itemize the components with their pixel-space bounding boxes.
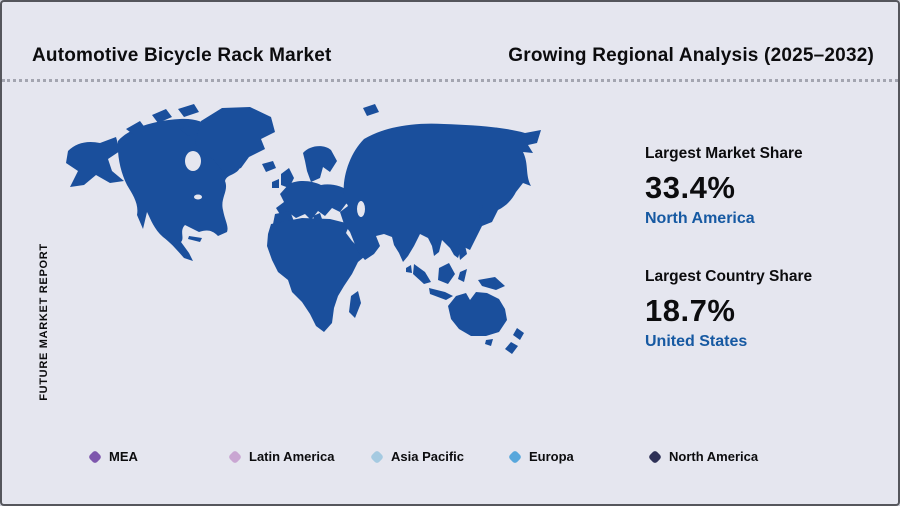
stats-panel: Largest Market Share 33.4% North America… xyxy=(645,145,885,351)
page-title: Automotive Bicycle Rack Market xyxy=(32,45,332,66)
legend-item-mea: MEA xyxy=(87,449,138,464)
legend-label: MEA xyxy=(109,449,138,464)
legend-label: Asia Pacific xyxy=(391,449,464,464)
caspian-sea-water xyxy=(357,201,365,217)
stat-region: United States xyxy=(645,333,748,350)
legend-item-latin-america: Latin America xyxy=(227,449,335,464)
hudson-bay-water xyxy=(185,151,201,171)
stat-region: North America xyxy=(645,210,755,227)
legend-dot-latin-america xyxy=(227,449,243,464)
legend-item-north-america: North America xyxy=(647,449,759,464)
legend-item-europa: Europa xyxy=(507,449,574,464)
legend-label: Latin America xyxy=(249,449,335,464)
brand-vertical-label: FUTURE MARKET REPORT xyxy=(38,243,50,401)
header-subtitle: Growing Regional Analysis (2025–2032) xyxy=(508,45,874,66)
legend-dot-mea xyxy=(87,449,103,464)
stat-value: 18.7% xyxy=(645,293,736,328)
legend-dot-europa xyxy=(507,449,523,464)
legend-dot-north-america xyxy=(647,449,663,464)
stat-value: 33.4% xyxy=(645,170,736,205)
legend-label: Europa xyxy=(529,449,574,464)
legend-label: North America xyxy=(669,449,759,464)
stat-label: Largest Market Share xyxy=(645,145,803,162)
legend-dot-asia-pacific xyxy=(369,449,385,464)
great-lakes-water xyxy=(194,194,202,200)
stat-label: Largest Country Share xyxy=(645,268,813,285)
world-map-icon xyxy=(66,104,541,354)
header: Automotive Bicycle Rack Market Growing R… xyxy=(2,2,898,82)
stat-largest-market-share: Largest Market Share 33.4% North America xyxy=(645,145,885,228)
stat-largest-country-share: Largest Country Share 18.7% United State… xyxy=(645,268,885,351)
legend-item-asia-pacific: Asia Pacific xyxy=(369,449,464,464)
